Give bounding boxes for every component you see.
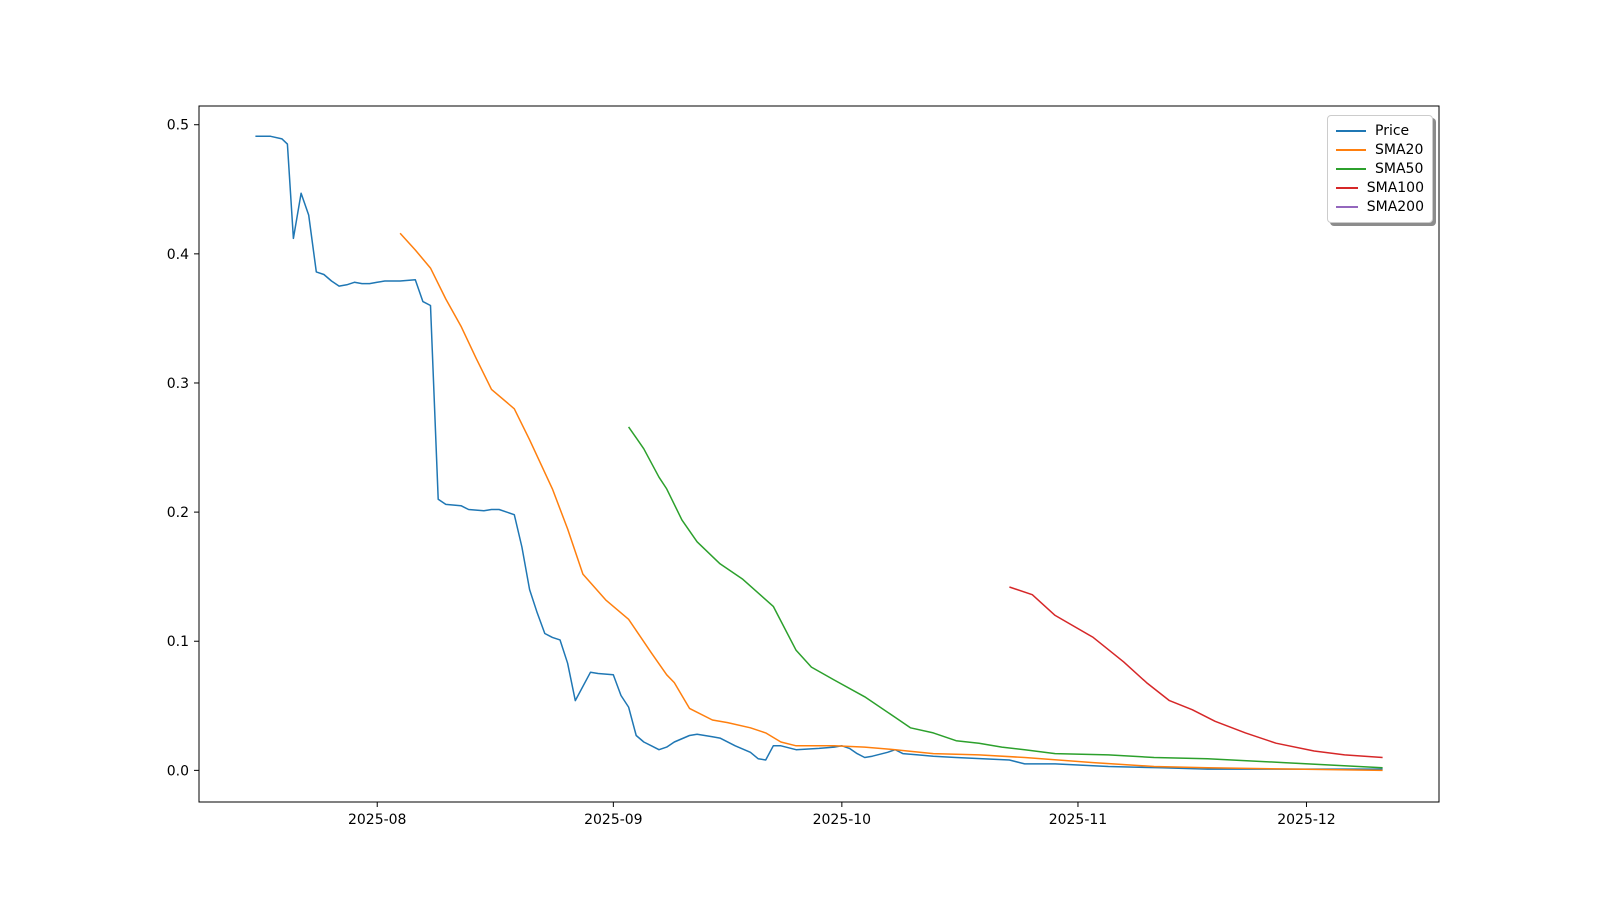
x-tick-label: 2025-08 [348,812,407,828]
x-tick-label: 2025-10 [813,812,872,828]
legend-item-sma200: SMA200 [1336,198,1424,217]
sma50-line-swatch-icon [1336,168,1366,170]
legend-label: SMA200 [1366,199,1424,216]
sma20-line-swatch-icon [1336,148,1366,151]
legend: Price SMA20 SMA50 SMA100 SMA200 [1327,115,1433,223]
legend-item-sma50: SMA50 [1336,159,1424,178]
y-tick-label: 0.0 [167,763,189,779]
sma200-line-swatch-icon [1336,206,1358,209]
y-tick-label: 0.4 [167,247,189,263]
sma100-line [1009,586,1383,759]
x-tick-label: 2025-09 [584,812,643,828]
legend-label: Price [1375,122,1410,139]
legend-item-price: Price [1336,121,1424,140]
sma50-line [627,426,1383,769]
y-tick-label: 0.3 [167,376,189,392]
legend-item-sma100: SMA100 [1336,179,1424,198]
y-tick-label: 0.2 [167,505,189,521]
x-tick-label: 2025-12 [1277,812,1336,828]
price-line [255,135,1383,770]
legend-label: SMA100 [1366,180,1424,197]
y-tick-label: 0.1 [167,634,189,650]
sma20-line [399,232,1383,772]
price-line-swatch-icon [1336,129,1366,132]
legend-label: SMA50 [1375,161,1424,177]
legend-label: SMA20 [1375,141,1424,158]
x-tick-label: 2025-11 [1049,812,1108,828]
sma100-line-swatch-icon [1336,187,1358,190]
y-tick-label: 0.5 [167,118,189,134]
legend-item-sma20: SMA20 [1336,140,1424,159]
plot-border [198,105,1440,803]
